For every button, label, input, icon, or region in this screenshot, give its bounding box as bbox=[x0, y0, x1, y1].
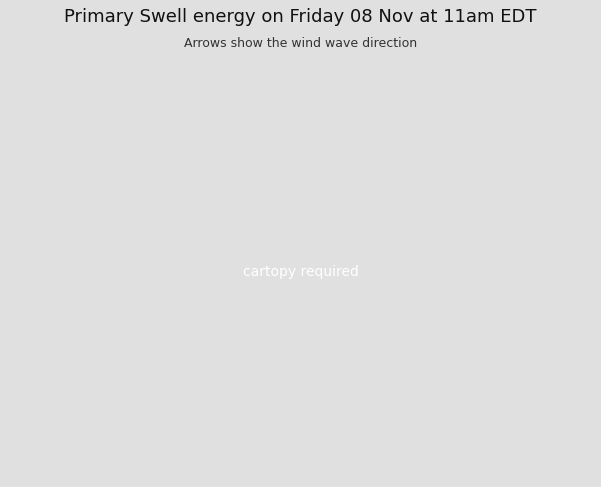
Text: Primary Swell energy on Friday 08 Nov at 11am EDT: Primary Swell energy on Friday 08 Nov at… bbox=[64, 8, 537, 26]
Text: cartopy required: cartopy required bbox=[243, 264, 358, 279]
Text: Arrows show the wind wave direction: Arrows show the wind wave direction bbox=[184, 37, 417, 50]
